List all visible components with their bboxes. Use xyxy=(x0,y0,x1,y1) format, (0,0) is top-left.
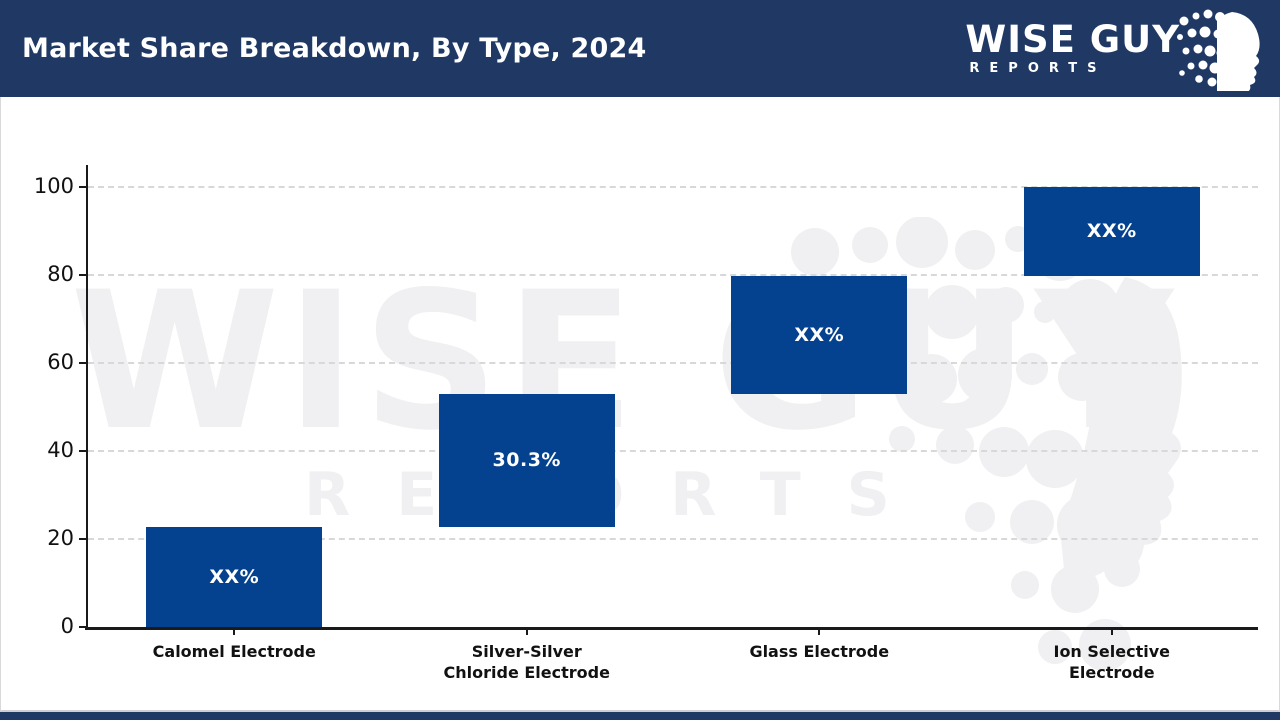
y-tick xyxy=(79,450,88,452)
logo-subtitle: REPORTS xyxy=(969,61,1107,76)
gridline xyxy=(88,362,1258,364)
y-tick-label: 20 xyxy=(47,526,74,550)
logo-text: WISE GUY REPORTS xyxy=(965,18,1180,77)
y-tick-label: 60 xyxy=(47,350,74,374)
bar-value-label: XX% xyxy=(794,323,845,346)
y-tick-label: 100 xyxy=(33,174,74,198)
x-tick xyxy=(525,627,528,635)
x-axis-label: Glass Electrode xyxy=(749,642,890,661)
bar-value-label: XX% xyxy=(209,566,260,589)
page-title: Market Share Breakdown, By Type, 2024 xyxy=(22,33,647,64)
bar-segment: XX% xyxy=(731,275,908,394)
bar-value-label: 30.3% xyxy=(492,449,561,472)
gridline xyxy=(88,450,1258,452)
watermark-face-icon xyxy=(791,217,1182,671)
wiseguy-logo: WISE GUY REPORTS xyxy=(965,7,1266,91)
x-tick xyxy=(818,627,821,635)
y-tick xyxy=(79,362,88,364)
bar-segment: 30.3% xyxy=(438,393,615,528)
y-tick-label: 80 xyxy=(47,262,74,286)
gridline xyxy=(88,186,1258,188)
x-axis-label: Ion Selective Electrode xyxy=(1053,642,1170,682)
x-tick xyxy=(233,627,236,635)
report-footer xyxy=(0,712,1280,720)
y-tick xyxy=(79,186,88,188)
y-tick xyxy=(79,274,88,276)
logo-wordmark: WISE GUY xyxy=(965,18,1180,61)
x-axis-label: Calomel Electrode xyxy=(152,642,316,661)
y-tick-label: 40 xyxy=(47,438,74,462)
report-header: Market Share Breakdown, By Type, 2024 WI… xyxy=(0,0,1280,97)
y-tick-label: 0 xyxy=(60,614,74,638)
y-tick xyxy=(79,538,88,540)
y-tick xyxy=(79,626,88,628)
bar-segment: XX% xyxy=(146,527,323,627)
x-axis-label: Silver-Silver Chloride Electrode xyxy=(443,642,610,682)
x-axis-line xyxy=(85,627,1258,630)
logo-face-icon xyxy=(1177,9,1260,91)
gridline xyxy=(88,274,1258,276)
bar-segment: XX% xyxy=(1023,187,1200,276)
x-tick xyxy=(1110,627,1113,635)
bar-value-label: XX% xyxy=(1086,220,1137,243)
gridline xyxy=(88,538,1258,540)
y-axis-line xyxy=(86,165,88,627)
